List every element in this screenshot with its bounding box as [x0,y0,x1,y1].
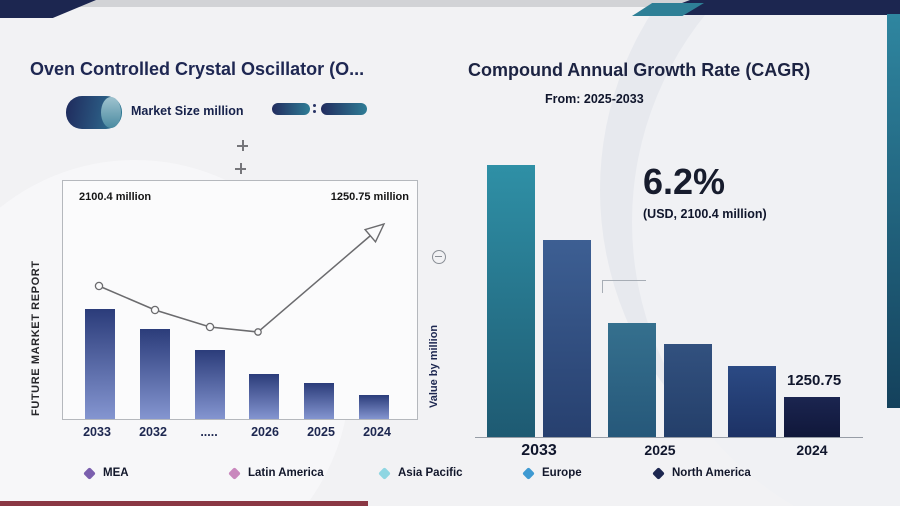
cagr-value: 6.2% [643,161,726,202]
market-size-bars [63,309,417,419]
legend-label-latin-america: Latin America [248,467,324,479]
left-x-tick-3: ..... [200,425,218,439]
left-x-tick-4: 2026 [251,425,279,439]
end-value-label: 1250.75 [787,372,842,389]
market-size-legend-label: Market Size million [131,104,244,118]
cagr-bar-2033-series-2 [543,240,591,437]
left-x-tick-1: 2033 [83,425,111,439]
top-left-corner-accent [0,0,96,18]
right-x-tick-2033: 2033 [521,442,557,459]
start-value-annotation: 2100.4 million [79,191,152,203]
left-x-tick-5: 2025 [307,425,335,439]
legend-item-north-america: North America [652,466,751,480]
end-value-annotation: 1250.75 million [330,191,409,203]
top-right-teal-accent [632,3,704,16]
right-edge-strip [887,14,900,408]
y-axis-label: Value by million [428,324,440,408]
left-x-tick-2: 2032 [139,425,167,439]
colon-dot-icon [313,104,316,107]
legend-swatch-europe [522,466,535,480]
cagr-bar-2025-series-1 [608,323,656,437]
decorative-pill-icon [321,103,367,115]
left-chart-title: Oven Controlled Crystal Oscillator (O... [30,59,365,79]
cagr-bar-group-2025 [608,323,712,437]
right-x-tick-2024: 2024 [796,442,828,458]
cagr-bar-group-2033 [487,165,591,437]
cagr-bar-2025-series-2 [664,344,712,437]
plus-icon [235,163,246,174]
cagr-bar-group-2024 [728,366,840,437]
colon-dot-icon [313,110,316,113]
legend-swatch-mea [83,466,96,480]
cagr-bar-2024-series-2 [784,397,840,437]
plus-icon [237,140,248,151]
legend-label-europe: Europe [542,467,582,479]
market-size-bar-3 [194,349,225,419]
legend-swatch-asia-pacific [378,466,391,480]
legend-item-asia-pacific: Asia Pacific [378,466,463,480]
market-size-bar-6 [358,395,389,419]
decorative-pill-icon [272,103,310,115]
market-size-bar-2 [139,329,170,419]
market-size-cylinder-icon [66,96,122,129]
top-border-band [0,0,900,7]
legend-item-europe: Europe [522,466,582,480]
right-chart-subtitle: From: 2025-2033 [545,92,644,106]
x-axis-line [475,437,863,438]
legend-label-asia-pacific: Asia Pacific [398,467,463,479]
legend-swatch-latin-america [228,466,241,480]
cagr-detail: (USD, 2100.4 million) [643,207,767,221]
legend-item-mea: MEA [83,466,129,480]
legend-item-latin-america: Latin America [228,466,324,480]
cagr-chart [475,158,865,438]
cylinder-cap [101,97,121,128]
legend-label-mea: MEA [103,467,129,479]
cagr-bar-2024-series-1 [728,366,776,437]
watermark-label: FUTURE MARKET REPORT [30,260,42,416]
market-size-chart: 2100.4 million 1250.75 million [62,180,418,420]
left-x-tick-6: 2024 [363,425,391,439]
cagr-bar-2033-series-1 [487,165,535,437]
cagr-x-axis: 2033 2025 2024 [475,442,865,464]
market-size-bar-5 [304,382,335,419]
legend-label-north-america: North America [672,467,751,479]
decorative-bracket [602,280,646,293]
market-size-bar-1 [85,309,115,419]
legend-swatch-north-america [652,466,665,480]
bottom-maroon-strip [0,501,368,506]
market-size-bar-4 [249,373,280,419]
right-chart-title: Compound Annual Growth Rate (CAGR) [468,60,811,80]
right-x-tick-2025: 2025 [644,442,676,458]
top-right-corner-accent [650,0,900,15]
minus-circle-icon [432,250,446,264]
market-size-x-axis: 2033 2032..... 2026 2025 2024 [62,425,418,439]
